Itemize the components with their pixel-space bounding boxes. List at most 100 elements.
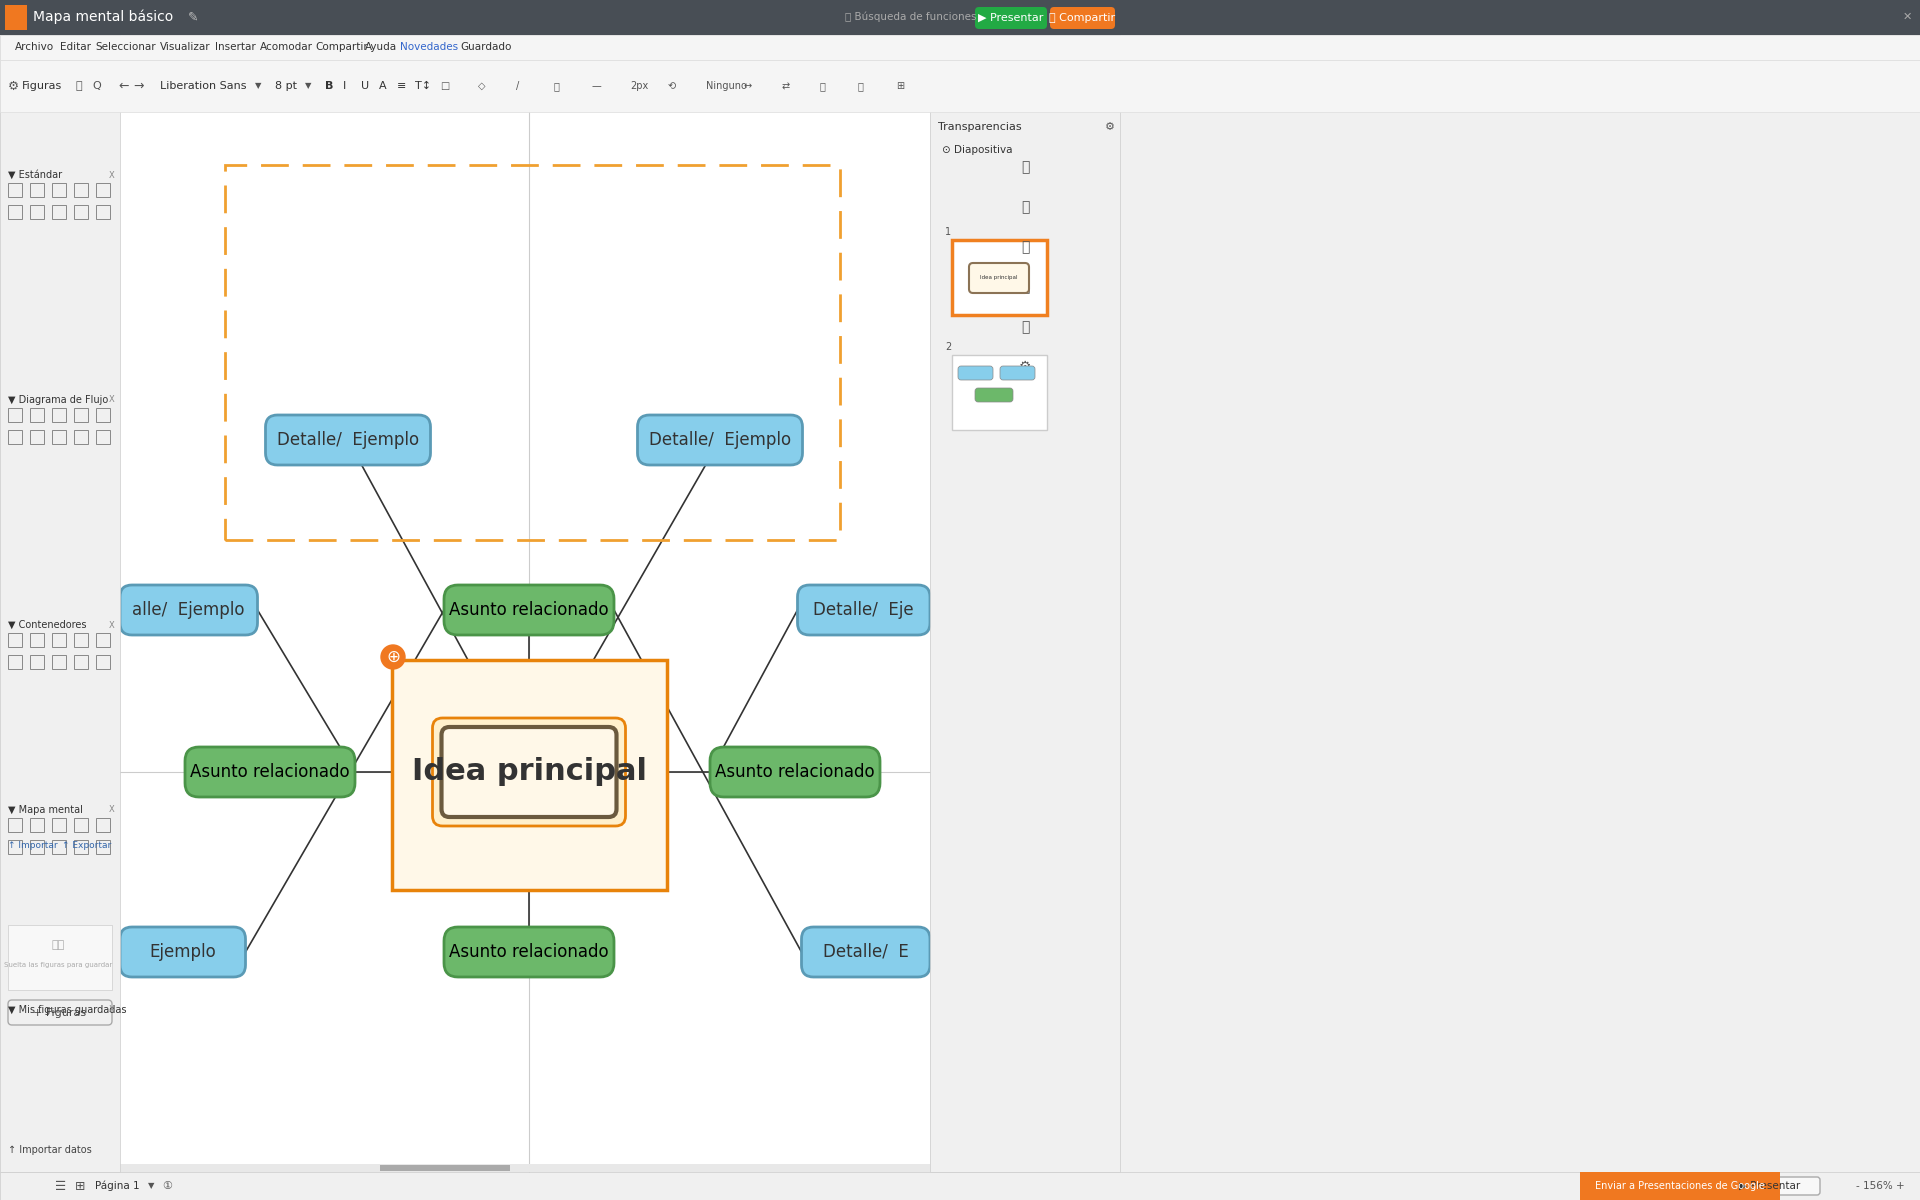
Text: 🖼: 🖼 bbox=[75, 80, 83, 91]
Text: ▼: ▼ bbox=[305, 82, 311, 90]
Text: ▼ Diagrama de Flujo: ▼ Diagrama de Flujo bbox=[8, 395, 108, 404]
Text: I: I bbox=[344, 80, 346, 91]
Bar bbox=[8, 430, 21, 444]
Text: Idea principal: Idea principal bbox=[411, 757, 647, 786]
Text: Idea principal: Idea principal bbox=[981, 276, 1018, 281]
Text: Ayuda: Ayuda bbox=[365, 42, 397, 53]
Text: Suelta las figuras para guardar: Suelta las figuras para guardar bbox=[4, 962, 111, 968]
Text: ▼ Mis figuras guardadas: ▼ Mis figuras guardadas bbox=[8, 1006, 127, 1015]
Text: X: X bbox=[109, 170, 115, 180]
Text: /: / bbox=[516, 80, 518, 91]
Text: Detalle/  Eje: Detalle/ Eje bbox=[814, 601, 914, 619]
Bar bbox=[96, 205, 109, 218]
Bar bbox=[52, 818, 65, 832]
FancyBboxPatch shape bbox=[975, 7, 1046, 29]
Text: Acomodar: Acomodar bbox=[259, 42, 313, 53]
Bar bbox=[952, 355, 1046, 430]
Bar bbox=[75, 818, 88, 832]
Text: 🖼: 🖼 bbox=[1021, 160, 1029, 174]
Text: A: A bbox=[378, 80, 386, 91]
Bar bbox=[31, 205, 44, 218]
Text: alle/  Ejemplo: alle/ Ejemplo bbox=[132, 601, 246, 619]
Text: ☰: ☰ bbox=[56, 1180, 67, 1193]
FancyBboxPatch shape bbox=[119, 584, 257, 635]
Bar bbox=[119, 1164, 929, 1172]
Bar bbox=[96, 818, 109, 832]
Text: ⊕: ⊕ bbox=[386, 648, 399, 666]
Bar bbox=[75, 634, 88, 647]
Text: ▼: ▼ bbox=[148, 1182, 154, 1190]
FancyBboxPatch shape bbox=[970, 263, 1029, 293]
Text: ◇: ◇ bbox=[478, 80, 486, 91]
Bar bbox=[96, 430, 109, 444]
Text: ↔: ↔ bbox=[745, 80, 753, 91]
Bar bbox=[31, 840, 44, 854]
Bar bbox=[8, 925, 111, 990]
Bar bbox=[0, 60, 1920, 112]
Text: ↑ Importar: ↑ Importar bbox=[8, 840, 58, 850]
Text: 🔒: 🔒 bbox=[858, 80, 864, 91]
Text: Novedades: Novedades bbox=[399, 42, 459, 53]
FancyBboxPatch shape bbox=[710, 746, 879, 797]
Text: ⊞: ⊞ bbox=[75, 1180, 86, 1193]
Text: ⚙: ⚙ bbox=[1020, 360, 1031, 374]
Bar bbox=[0, 35, 1920, 60]
Bar bbox=[8, 408, 21, 422]
Bar bbox=[8, 818, 21, 832]
Text: ✕: ✕ bbox=[1903, 12, 1912, 22]
Bar bbox=[8, 634, 21, 647]
Bar bbox=[75, 182, 88, 197]
Text: 💬: 💬 bbox=[1021, 280, 1029, 294]
Bar bbox=[0, 1172, 1920, 1200]
Text: - 156% +: - 156% + bbox=[1857, 1181, 1905, 1190]
Text: ▼ Mapa mental: ▼ Mapa mental bbox=[8, 805, 83, 815]
Text: ↑ Exportar: ↑ Exportar bbox=[61, 840, 111, 850]
Text: ⇄: ⇄ bbox=[781, 80, 791, 91]
Text: →: → bbox=[132, 79, 144, 92]
FancyBboxPatch shape bbox=[801, 926, 929, 977]
Text: Asunto relacionado: Asunto relacionado bbox=[714, 763, 876, 781]
Text: 📋: 📋 bbox=[1021, 200, 1029, 214]
FancyBboxPatch shape bbox=[432, 718, 626, 826]
Bar bbox=[8, 182, 21, 197]
Bar bbox=[96, 408, 109, 422]
Text: ⟲: ⟲ bbox=[668, 80, 676, 91]
Text: Página 1: Página 1 bbox=[94, 1181, 140, 1192]
Text: 🖼🖼: 🖼🖼 bbox=[52, 940, 65, 950]
Bar bbox=[8, 655, 21, 670]
Text: Seleccionar: Seleccionar bbox=[94, 42, 156, 53]
Text: ⊞: ⊞ bbox=[897, 80, 904, 91]
Text: Ejemplo: Ejemplo bbox=[150, 943, 217, 961]
Text: 🔗: 🔗 bbox=[820, 80, 826, 91]
Text: ≡: ≡ bbox=[397, 80, 407, 91]
Text: ⚙: ⚙ bbox=[8, 79, 19, 92]
Bar bbox=[225, 164, 841, 540]
Text: Archivo: Archivo bbox=[15, 42, 54, 53]
Text: —: — bbox=[591, 80, 601, 91]
Text: ①: ① bbox=[161, 1181, 173, 1190]
Bar bbox=[52, 655, 65, 670]
Bar bbox=[96, 634, 109, 647]
Text: Detalle/  E: Detalle/ E bbox=[824, 943, 908, 961]
Circle shape bbox=[380, 646, 405, 670]
Text: Insertar: Insertar bbox=[215, 42, 255, 53]
Bar bbox=[1580, 1172, 1780, 1200]
FancyBboxPatch shape bbox=[444, 926, 614, 977]
Text: Figuras: Figuras bbox=[21, 80, 61, 91]
Bar bbox=[52, 205, 65, 218]
FancyBboxPatch shape bbox=[797, 584, 929, 635]
Text: Compartir: Compartir bbox=[315, 42, 369, 53]
Text: 🔍 Búsqueda de funciones: 🔍 Búsqueda de funciones bbox=[845, 12, 977, 23]
Text: Enviar a Presentaciones de Google: Enviar a Presentaciones de Google bbox=[1596, 1181, 1764, 1190]
Bar bbox=[392, 660, 666, 890]
Bar bbox=[31, 182, 44, 197]
Bar bbox=[75, 840, 88, 854]
Text: Editar: Editar bbox=[60, 42, 90, 53]
Bar bbox=[31, 655, 44, 670]
Text: Q: Q bbox=[92, 80, 100, 91]
FancyBboxPatch shape bbox=[444, 584, 614, 635]
Text: Visualizar: Visualizar bbox=[159, 42, 211, 53]
Text: Asunto relacionado: Asunto relacionado bbox=[449, 943, 609, 961]
FancyBboxPatch shape bbox=[637, 415, 803, 464]
Bar bbox=[75, 430, 88, 444]
